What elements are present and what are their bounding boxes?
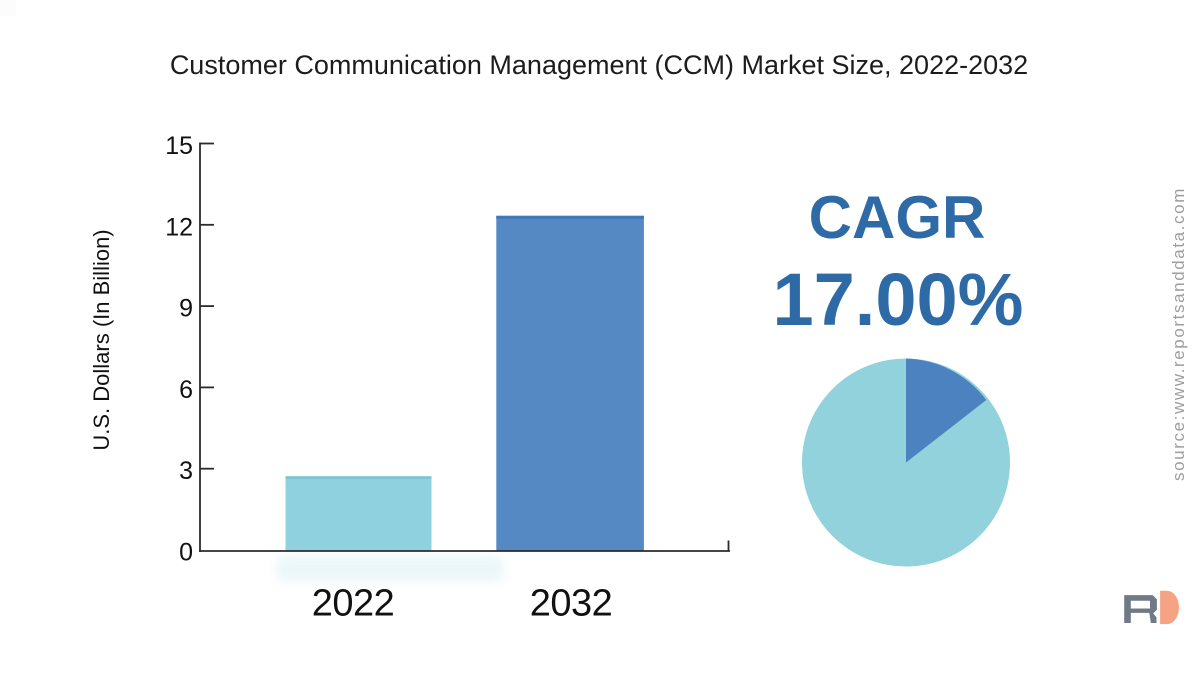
- svg-text:2022: 2022: [312, 583, 395, 625]
- svg-text:0: 0: [179, 539, 193, 567]
- svg-text:9: 9: [179, 295, 193, 323]
- svg-text:15: 15: [165, 132, 193, 160]
- svg-text:CAGR: CAGR: [809, 184, 986, 251]
- svg-text:12: 12: [165, 213, 193, 241]
- svg-text:6: 6: [179, 376, 193, 404]
- svg-text:2032: 2032: [530, 583, 613, 625]
- svg-text:17.00%: 17.00%: [773, 258, 1024, 341]
- svg-text:3: 3: [179, 457, 193, 485]
